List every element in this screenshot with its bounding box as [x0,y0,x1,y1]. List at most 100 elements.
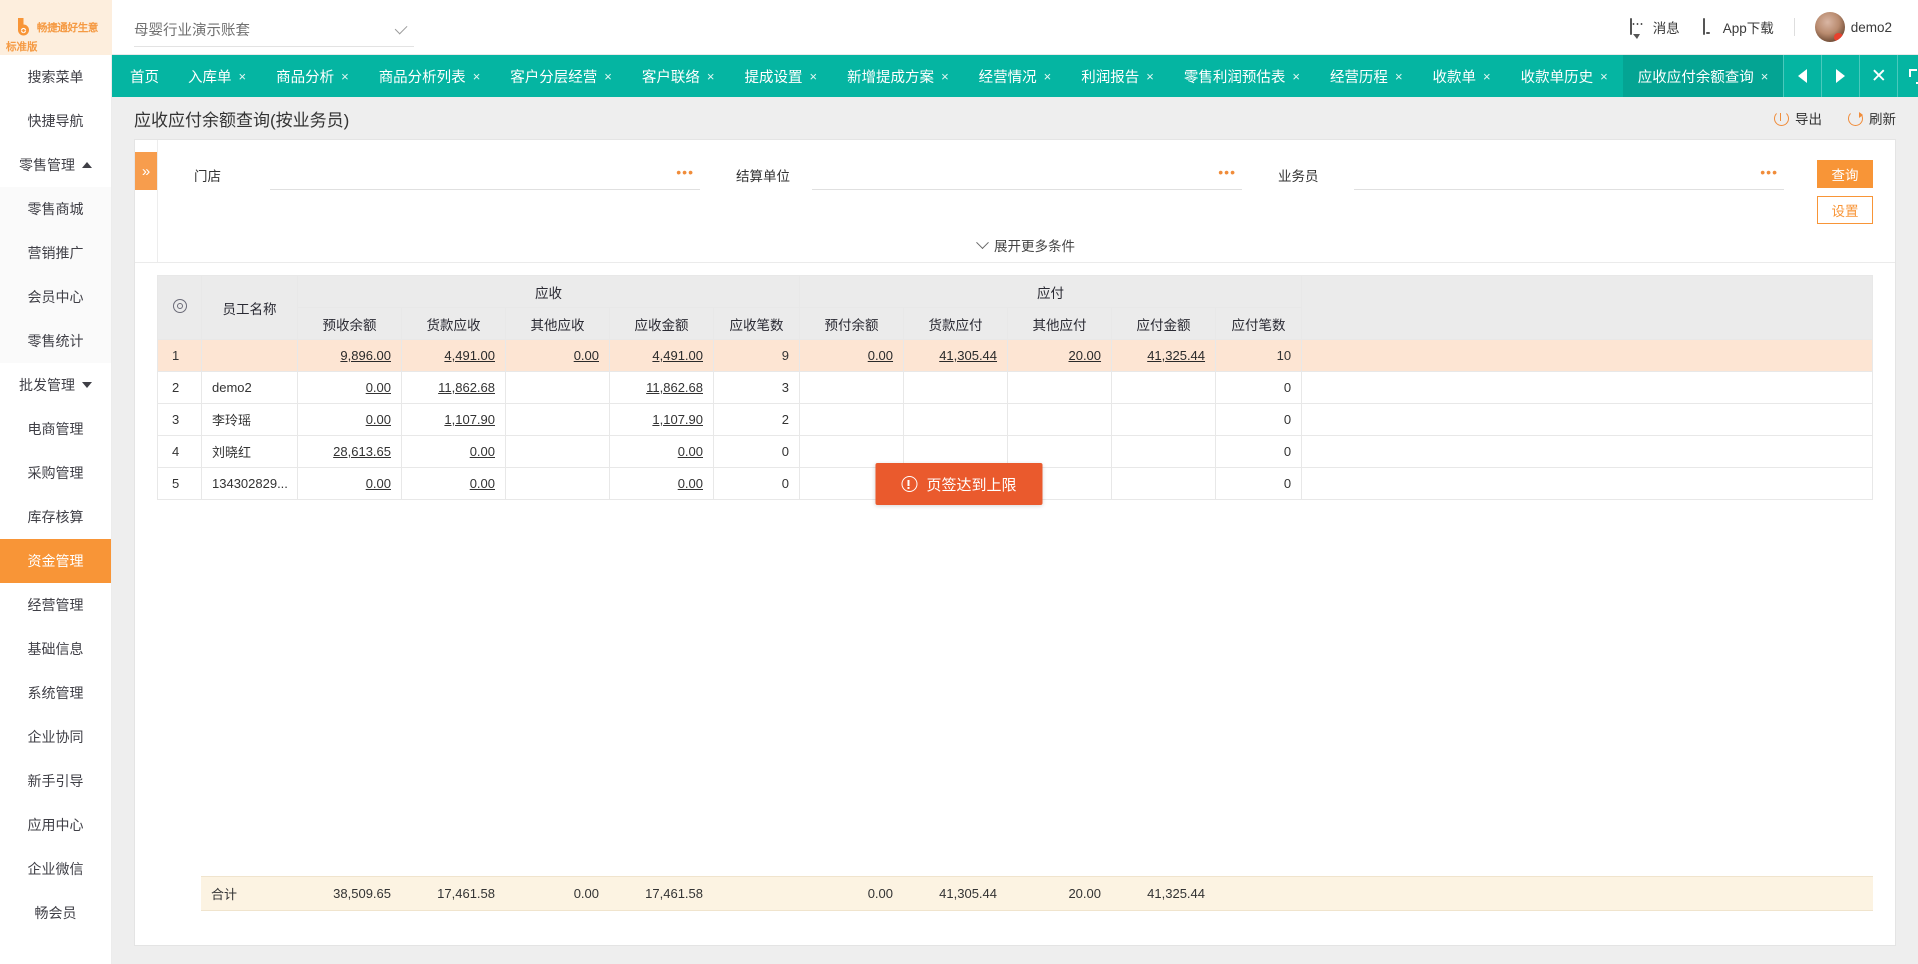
collapse-double-chevron-icon[interactable]: » [135,152,157,190]
cell-link[interactable]: 9,896.00 [340,348,391,363]
cell-link[interactable]: 0.00 [677,476,703,491]
export-button[interactable]: 导出 [1774,108,1822,128]
cell-ar-prepaid[interactable]: 0.00 [297,467,402,500]
app-download-button[interactable]: App下载 [1700,17,1774,37]
cell-link[interactable]: 0.00 [573,348,599,363]
sidebar-item-app-center[interactable]: 应用中心 [0,803,111,847]
salesperson-filter-input[interactable]: ••• [1354,160,1784,190]
tab-home[interactable]: 首页 [112,55,173,97]
settlement-unit-filter-input[interactable]: ••• [812,160,1242,190]
cell-ar-goods[interactable]: 1,107.90 [401,403,506,436]
cell-ar-amount[interactable]: 4,491.00 [609,339,714,372]
cell-ar-goods[interactable]: 11,862.68 [401,371,506,404]
cell-ar-amount[interactable]: 11,862.68 [609,371,714,404]
col-ap-goods[interactable]: 货款应付 [903,307,1009,340]
sidebar-item-inventory[interactable]: 库存核算 [0,495,111,539]
cell-link[interactable]: 0.00 [469,476,495,491]
salesperson-filter[interactable]: 业务员 ••• [1242,160,1784,190]
fullscreen-icon[interactable] [1897,55,1918,97]
ellipsis-icon[interactable]: ••• [676,164,694,180]
close-icon[interactable]: × [341,68,349,84]
col-ar-other[interactable]: 其他应收 [505,307,610,340]
sidebar[interactable]: 搜索菜单 快捷导航 零售管理 零售商城 营销推广 会员中心 零售统计 批发管理 … [0,55,112,964]
settlement-unit-filter[interactable]: 结算单位 ••• [700,160,1242,190]
sidebar-item-marketing[interactable]: 营销推广 [0,231,111,275]
sidebar-item-basic-info[interactable]: 基础信息 [0,627,111,671]
cell-link[interactable]: 4,491.00 [444,348,495,363]
sidebar-item-quick-nav[interactable]: 快捷导航 [0,99,111,143]
cell-ar-prepaid[interactable]: 28,613.65 [297,435,402,468]
cell-ar-prepaid[interactable]: 0.00 [297,403,402,436]
cell-link[interactable]: 41,305.44 [939,348,998,363]
close-icon[interactable]: × [472,68,481,84]
cell-link[interactable]: 0.00 [677,444,703,459]
store-filter[interactable]: 门店 ••• [158,160,700,190]
table-row[interactable]: 2 demo2 0.00 11,862.68 11,862.68 3 0 [157,371,1873,404]
close-icon[interactable]: × [1394,68,1403,84]
col-ap-prepaid-balance[interactable]: 预付余额 [799,307,905,340]
close-icon[interactable]: × [604,68,612,84]
cell-ar-prepaid[interactable]: 9,896.00 [297,339,402,372]
table-row[interactable]: 1 9,896.00 4,491.00 0.00 4,491.00 9 0.00… [157,339,1873,372]
close-icon[interactable]: × [1600,68,1608,84]
col-employee-name[interactable]: 员工名称 [201,275,298,340]
cell-ar-other[interactable]: 0.00 [505,339,610,372]
tab-profit-report[interactable]: 利润报告 × [1066,55,1169,97]
cell-link[interactable]: 0.00 [365,412,391,427]
tab-business-history[interactable]: 经营历程 × [1315,55,1418,97]
sidebar-item-retail-stats[interactable]: 零售统计 [0,319,111,363]
cell-link[interactable]: 1,107.90 [444,412,495,427]
col-ar-amount[interactable]: 应收金额 [609,307,714,340]
sidebar-item-newbie-guide[interactable]: 新手引导 [0,759,111,803]
cell-ar-prepaid[interactable]: 0.00 [297,371,402,404]
cell-ar-amount[interactable]: 1,107.90 [609,403,714,436]
cell-link[interactable]: 1,107.90 [652,412,703,427]
sidebar-group-wholesale[interactable]: 批发管理 [0,363,111,407]
col-ar-goods[interactable]: 货款应收 [401,307,506,340]
cell-link[interactable]: 20.00 [1068,348,1102,363]
sidebar-item-enterprise-collab[interactable]: 企业协同 [0,715,111,759]
cell-link[interactable]: 0.00 [469,444,495,459]
close-icon[interactable]: × [1043,68,1052,84]
tab-new-commission-plan[interactable]: 新增提成方案 × [832,55,964,97]
col-ap-count[interactable]: 应付笔数 [1215,307,1303,340]
account-selector[interactable]: 母婴行业演示账套 [134,13,414,47]
cell-link[interactable]: 0.00 [867,348,894,363]
tab-strip[interactable]: 首页 入库单 × 商品分析 × 商品分析列表 × 客户分层经营 × 客户联络 ×… [112,55,1918,97]
col-ar-prepaid-balance[interactable]: 预收余额 [297,307,402,340]
sidebar-item-member-center[interactable]: 会员中心 [0,275,111,319]
sidebar-item-wecom[interactable]: 企业微信 [0,847,111,891]
ellipsis-icon[interactable]: ••• [1218,164,1236,180]
cell-link[interactable]: 11,862.68 [646,380,703,395]
col-ar-count[interactable]: 应收笔数 [712,307,801,340]
settings-button[interactable]: 设置 [1817,196,1873,224]
close-icon[interactable]: × [238,68,247,84]
close-icon[interactable]: × [1483,68,1491,84]
tab-ar-ap-balance-query[interactable]: 应收应付余额查询 × [1622,55,1784,97]
expand-more-conditions-button[interactable]: 展开更多条件 [158,228,1895,262]
tab-receipt-order[interactable]: 收款单 × [1418,55,1506,97]
cell-link[interactable]: 0.00 [365,380,391,395]
cell-ar-goods[interactable]: 4,491.00 [401,339,506,372]
cell-ap-prepaid[interactable]: 0.00 [799,339,905,372]
cell-ap-other[interactable]: 20.00 [1007,339,1113,372]
tab-product-analysis[interactable]: 商品分析 × [261,55,364,97]
cell-ar-goods[interactable]: 0.00 [401,435,506,468]
user-menu[interactable]: demo2 [1814,12,1892,42]
close-icon[interactable]: × [941,68,949,84]
messages-button[interactable]: 消息 [1629,17,1680,37]
brand-logo[interactable]: 畅捷通好生意 标准版 [0,0,112,55]
sidebar-item-fund-management[interactable]: 资金管理 [0,539,111,583]
table-settings-gear-cell[interactable] [157,275,202,340]
tab-receipt-history[interactable]: 收款单历史 × [1506,55,1623,97]
tab-customer-contact[interactable]: 客户联络 × [627,55,730,97]
sidebar-item-chang-member[interactable]: 畅会员 [0,891,111,935]
sidebar-item-operations[interactable]: 经营管理 [0,583,111,627]
tab-inbound-order[interactable]: 入库单 × [173,55,261,97]
sidebar-item-system[interactable]: 系统管理 [0,671,111,715]
gear-icon[interactable] [172,299,187,313]
query-button[interactable]: 查询 [1817,160,1873,188]
close-all-icon[interactable]: ✕ [1859,55,1897,97]
cell-ap-amount[interactable]: 41,325.44 [1111,339,1217,372]
cell-ar-amount[interactable]: 0.00 [609,467,714,500]
